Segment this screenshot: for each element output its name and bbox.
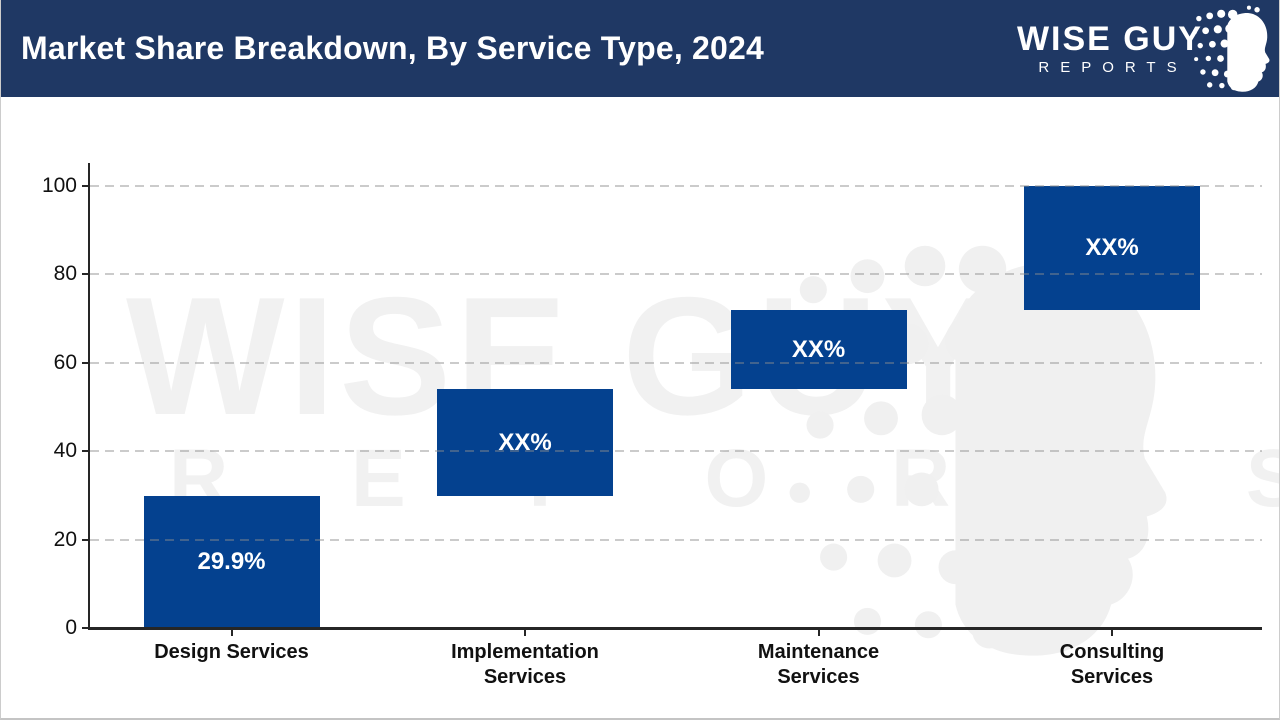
bar-value-label: XX% <box>791 335 846 363</box>
category-label: Design Services <box>154 641 309 663</box>
category-label: Consulting Services <box>1059 641 1165 688</box>
logo-reports-text: REPORTS <box>1038 59 1188 76</box>
x-axis-line <box>88 627 1262 630</box>
bar-value-label: 29.9% <box>197 547 266 575</box>
gridline <box>90 273 1262 276</box>
bar-value-label: XX% <box>498 428 552 456</box>
page-title: Market Share Breakdown, By Service Type,… <box>21 30 764 66</box>
category-label: Implementation Services <box>451 641 599 688</box>
y-tick <box>82 627 90 629</box>
gridline <box>90 450 1262 453</box>
y-tick-label: 40 <box>53 439 77 463</box>
gridline <box>90 538 1262 541</box>
y-tick <box>82 185 90 187</box>
gridline <box>90 185 1262 187</box>
bar <box>730 309 907 390</box>
bar <box>143 495 320 628</box>
wise-guy-reports-logo: WISE GUY REPORTS <box>1017 5 1279 93</box>
y-tick-label: 60 <box>53 350 77 374</box>
logo-text: WISE GUY REPORTS <box>1017 22 1203 75</box>
y-tick-label: 100 <box>41 174 77 197</box>
y-tick-label: 20 <box>53 527 77 551</box>
y-tick <box>82 538 90 541</box>
x-tick <box>230 628 233 636</box>
y-tick <box>82 450 90 453</box>
y-axis-line <box>88 163 90 630</box>
bar-value-label: XX% <box>1085 233 1139 261</box>
logo-wiseguy-text: WISE GUY <box>1016 20 1203 58</box>
x-tick <box>524 628 526 636</box>
header-bar: Market Share Breakdown, By Service Type,… <box>1 0 1279 97</box>
bar <box>437 389 613 496</box>
dotted-head-icon <box>1192 5 1270 92</box>
y-tick <box>82 273 90 276</box>
bar <box>1024 186 1200 310</box>
y-tick-label: 0 <box>65 616 77 639</box>
y-tick-label: 80 <box>53 262 77 286</box>
x-tick <box>817 628 820 636</box>
category-label: Maintenance Services <box>757 641 880 688</box>
gridline <box>90 361 1262 364</box>
y-tick <box>82 361 90 364</box>
x-tick <box>1111 628 1113 636</box>
